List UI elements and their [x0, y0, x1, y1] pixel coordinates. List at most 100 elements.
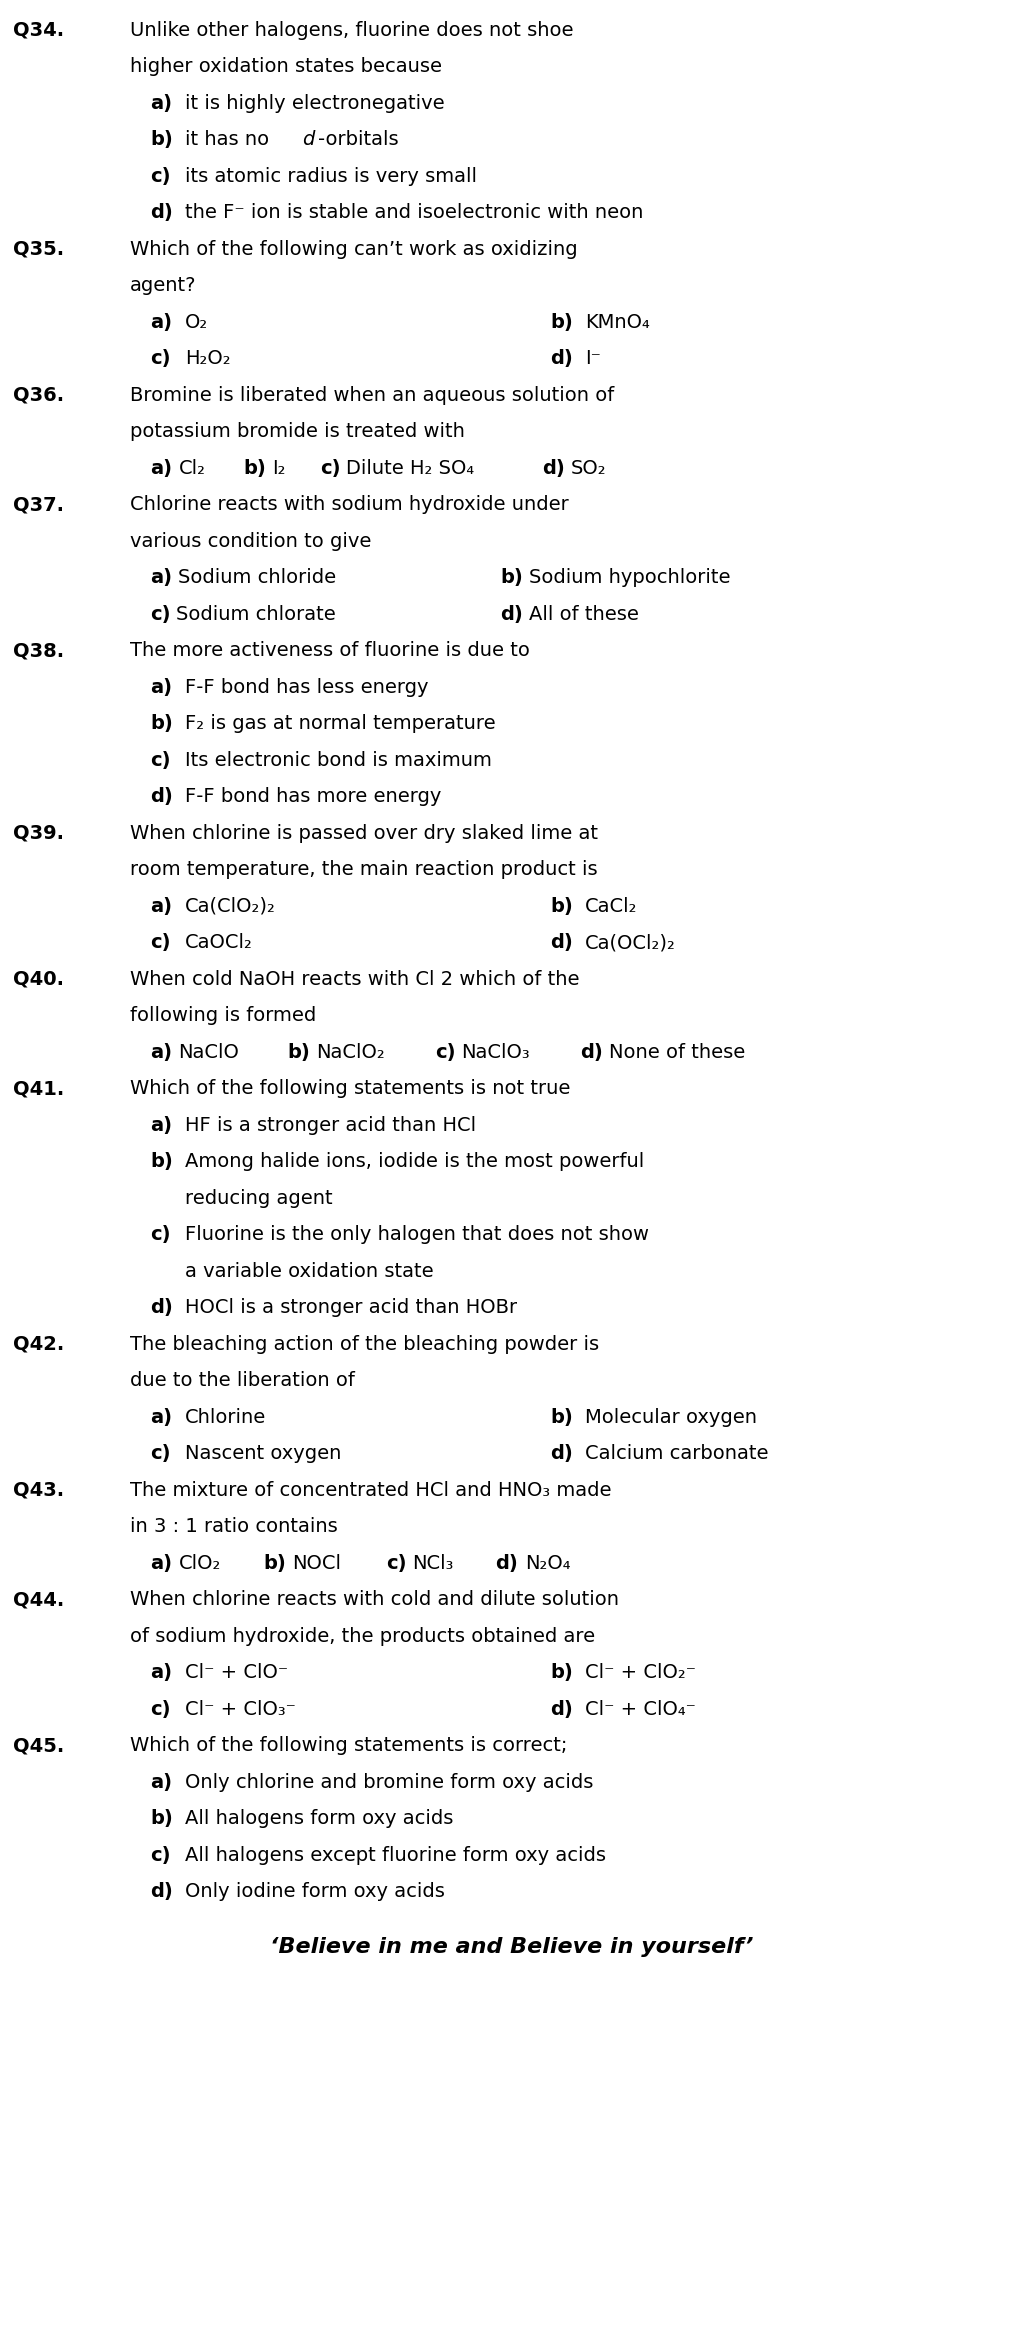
Text: c): c)	[150, 1226, 171, 1244]
Text: d): d)	[500, 605, 522, 623]
Text: Q40.: Q40.	[13, 970, 63, 989]
Text: d: d	[302, 130, 314, 149]
Text: b): b)	[550, 1663, 572, 1682]
Text: Q36.: Q36.	[13, 386, 65, 405]
Text: Sodium chlorate: Sodium chlorate	[176, 605, 336, 623]
Text: a): a)	[150, 1042, 172, 1063]
Text: a): a)	[150, 1772, 172, 1791]
Text: b): b)	[500, 568, 522, 588]
Text: Molecular oxygen: Molecular oxygen	[585, 1407, 757, 1426]
Text: d): d)	[150, 202, 173, 223]
Text: I⁻: I⁻	[585, 349, 601, 368]
Text: due to the liberation of: due to the liberation of	[130, 1372, 355, 1391]
Text: NaClO₂: NaClO₂	[316, 1042, 385, 1063]
Text: The more activeness of fluorine is due to: The more activeness of fluorine is due t…	[130, 642, 529, 661]
Text: a): a)	[150, 1554, 172, 1572]
Text: ‘Believe in me and Believe in yourself’: ‘Believe in me and Believe in yourself’	[270, 1938, 754, 1956]
Text: c): c)	[435, 1042, 456, 1063]
Text: d): d)	[150, 1298, 173, 1317]
Text: Which of the following statements is correct;: Which of the following statements is cor…	[130, 1738, 567, 1756]
Text: a): a)	[150, 458, 172, 479]
Text: a): a)	[150, 314, 172, 333]
Text: Its electronic bond is maximum: Its electronic bond is maximum	[185, 751, 492, 770]
Text: When cold NaOH reacts with Cl 2 which of the: When cold NaOH reacts with Cl 2 which of…	[130, 970, 580, 989]
Text: N₂O₄: N₂O₄	[525, 1554, 570, 1572]
Text: following is formed: following is formed	[130, 1007, 316, 1026]
Text: it is highly electronegative: it is highly electronegative	[185, 93, 444, 114]
Text: I₂: I₂	[272, 458, 286, 479]
Text: Q45.: Q45.	[13, 1738, 65, 1756]
Text: b): b)	[150, 1151, 173, 1172]
Text: b): b)	[550, 898, 572, 916]
Text: d): d)	[150, 1882, 173, 1900]
Text: CaOCl₂: CaOCl₂	[185, 933, 253, 954]
Text: Q39.: Q39.	[13, 823, 63, 842]
Text: c): c)	[150, 349, 171, 368]
Text: KMnO₄: KMnO₄	[585, 314, 650, 333]
Text: Cl⁻ + ClO⁻: Cl⁻ + ClO⁻	[185, 1663, 288, 1682]
Text: c): c)	[319, 458, 341, 479]
Text: All halogens form oxy acids: All halogens form oxy acids	[185, 1810, 454, 1828]
Text: CaCl₂: CaCl₂	[585, 898, 638, 916]
Text: Q44.: Q44.	[13, 1591, 65, 1610]
Text: Only iodine form oxy acids: Only iodine form oxy acids	[185, 1882, 444, 1900]
Text: Chlorine: Chlorine	[185, 1407, 266, 1426]
Text: of sodium hydroxide, the products obtained are: of sodium hydroxide, the products obtain…	[130, 1626, 595, 1647]
Text: Unlike other halogens, fluorine does not shoe: Unlike other halogens, fluorine does not…	[130, 21, 573, 40]
Text: various condition to give: various condition to give	[130, 533, 372, 551]
Text: d): d)	[550, 1700, 572, 1719]
Text: a): a)	[150, 568, 172, 588]
Text: Cl⁻ + ClO₄⁻: Cl⁻ + ClO₄⁻	[585, 1700, 696, 1719]
Text: a variable oxidation state: a variable oxidation state	[185, 1263, 433, 1282]
Text: b): b)	[150, 130, 173, 149]
Text: c): c)	[150, 1444, 171, 1463]
Text: b): b)	[150, 714, 173, 733]
Text: Bromine is liberated when an aqueous solution of: Bromine is liberated when an aqueous sol…	[130, 386, 614, 405]
Text: d): d)	[550, 349, 572, 368]
Text: Q37.: Q37.	[13, 495, 63, 514]
Text: in 3 : 1 ratio contains: in 3 : 1 ratio contains	[130, 1517, 338, 1537]
Text: All of these: All of these	[529, 605, 639, 623]
Text: H₂O₂: H₂O₂	[185, 349, 230, 368]
Text: All halogens except fluorine form oxy acids: All halogens except fluorine form oxy ac…	[185, 1847, 606, 1865]
Text: b): b)	[550, 314, 572, 333]
Text: reducing agent: reducing agent	[185, 1189, 333, 1207]
Text: Sodium chloride: Sodium chloride	[178, 568, 337, 588]
Text: F-F bond has more energy: F-F bond has more energy	[185, 789, 441, 807]
Text: Q34.: Q34.	[13, 21, 65, 40]
Text: SO₂: SO₂	[571, 458, 607, 479]
Text: a): a)	[150, 1663, 172, 1682]
Text: room temperature, the main reaction product is: room temperature, the main reaction prod…	[130, 861, 598, 879]
Text: Q42.: Q42.	[13, 1335, 65, 1354]
Text: a): a)	[150, 677, 172, 698]
Text: Among halide ions, iodide is the most powerful: Among halide ions, iodide is the most po…	[185, 1151, 644, 1172]
Text: Ca(ClO₂)₂: Ca(ClO₂)₂	[185, 898, 275, 916]
Text: Fluorine is the only halogen that does not show: Fluorine is the only halogen that does n…	[185, 1226, 649, 1244]
Text: it has no: it has no	[185, 130, 275, 149]
Text: NaClO₃: NaClO₃	[462, 1042, 530, 1063]
Text: Q38.: Q38.	[13, 642, 65, 661]
Text: NaClO: NaClO	[178, 1042, 240, 1063]
Text: -orbitals: -orbitals	[317, 130, 398, 149]
Text: Q43.: Q43.	[13, 1482, 65, 1500]
Text: Cl₂: Cl₂	[178, 458, 206, 479]
Text: c): c)	[150, 933, 171, 954]
Text: b): b)	[150, 1810, 173, 1828]
Text: F₂ is gas at normal temperature: F₂ is gas at normal temperature	[185, 714, 496, 733]
Text: The bleaching action of the bleaching powder is: The bleaching action of the bleaching po…	[130, 1335, 599, 1354]
Text: Chlorine reacts with sodium hydroxide under: Chlorine reacts with sodium hydroxide un…	[130, 495, 568, 514]
Text: c): c)	[386, 1554, 407, 1572]
Text: Q35.: Q35.	[13, 240, 65, 258]
Text: b): b)	[244, 458, 266, 479]
Text: d): d)	[542, 458, 564, 479]
Text: c): c)	[150, 167, 171, 186]
Text: a): a)	[150, 1407, 172, 1426]
Text: c): c)	[150, 751, 171, 770]
Text: Nascent oxygen: Nascent oxygen	[185, 1444, 341, 1463]
Text: Which of the following can’t work as oxidizing: Which of the following can’t work as oxi…	[130, 240, 578, 258]
Text: d): d)	[550, 933, 572, 954]
Text: a): a)	[150, 1116, 172, 1135]
Text: higher oxidation states because: higher oxidation states because	[130, 58, 442, 77]
Text: d): d)	[496, 1554, 518, 1572]
Text: b): b)	[263, 1554, 286, 1572]
